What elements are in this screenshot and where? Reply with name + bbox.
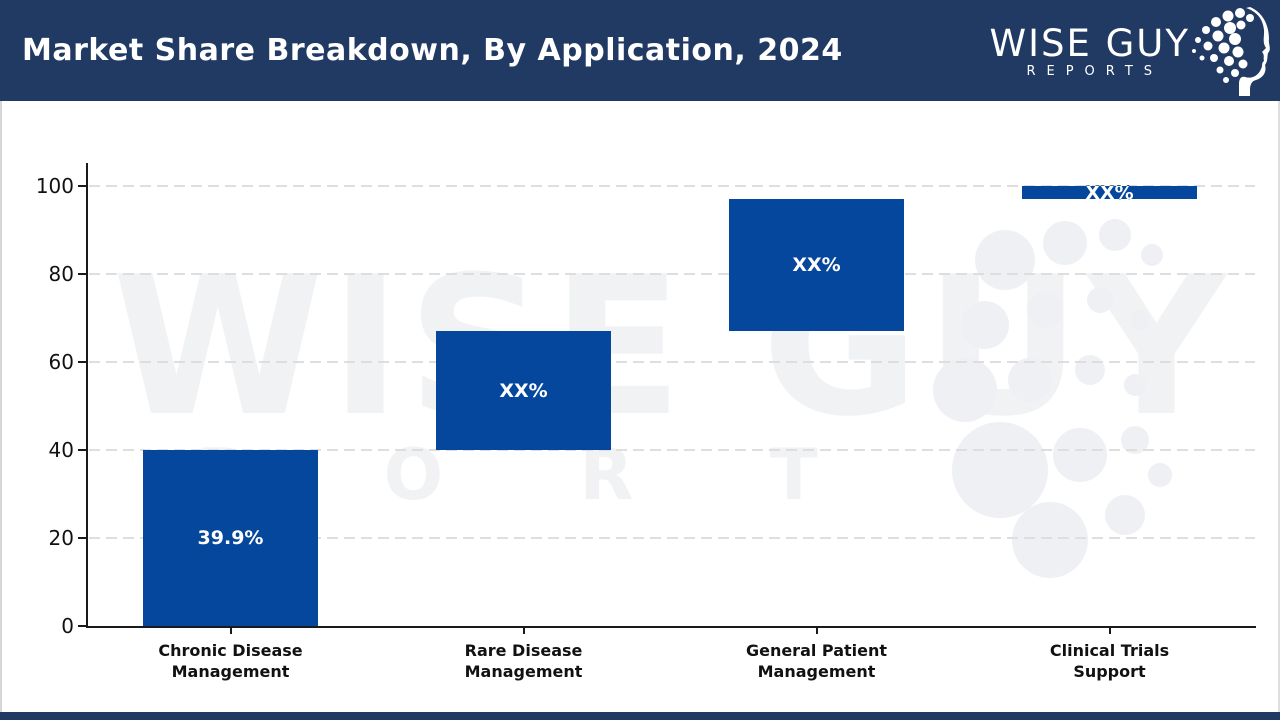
gridline-40: [89, 449, 1255, 451]
bar-segment: XX%: [729, 199, 904, 332]
y-tick-0: [78, 625, 86, 627]
page-title: Market Share Breakdown, By Application, …: [22, 33, 843, 68]
x-category-label-line: Support: [1073, 662, 1146, 681]
x-category-label-line: Clinical Trials: [1049, 641, 1170, 660]
gridline-80: [89, 273, 1255, 275]
x-axis-line: [86, 626, 1256, 628]
x-category-label-line: Chronic Disease: [158, 641, 303, 660]
y-axis-line: [86, 163, 88, 628]
y-tick-label-80: 80: [48, 262, 74, 286]
x-category-label: Chronic Disease Management: [101, 640, 361, 682]
x-category-label-line: Management: [757, 662, 876, 681]
x-category-label-line: Rare Disease: [464, 641, 583, 660]
header-bar: Market Share Breakdown, By Application, …: [0, 0, 1280, 101]
x-category-label: Clinical Trials Support: [980, 640, 1240, 682]
x-tick: [815, 628, 818, 634]
gridline-20: [89, 537, 1255, 539]
chart-canvas: [0, 101, 1280, 712]
logo-subtitle: REPORTS: [1026, 63, 1164, 79]
bar-segment: XX%: [1022, 186, 1197, 200]
gridline-100: [89, 185, 1255, 187]
bar-segment: XX%: [436, 331, 611, 450]
y-tick-label-0: 0: [61, 614, 74, 638]
y-tick-20: [78, 537, 86, 539]
x-tick: [229, 628, 232, 634]
bar-segment: 39.9%: [143, 450, 318, 626]
x-category-label-line: General Patient: [745, 641, 888, 660]
watermark-subtitle: P O R T S: [196, 434, 1061, 516]
y-tick-60: [78, 361, 86, 363]
y-tick-80: [78, 273, 86, 275]
x-tick: [1108, 628, 1111, 634]
y-tick-100: [78, 185, 86, 187]
x-category-label: General Patient Management: [687, 640, 947, 682]
bar-value-label: XX%: [1085, 186, 1134, 200]
x-category-label: Rare Disease Management: [394, 640, 654, 682]
bar-value-label: XX%: [792, 254, 841, 277]
gridline-60: [89, 361, 1255, 363]
x-category-label-line: Management: [171, 662, 290, 681]
logo-face-icon: [1192, 7, 1270, 96]
logo-wordmark: WISE GUY: [989, 21, 1190, 65]
y-tick-label-60: 60: [48, 350, 74, 374]
x-tick: [522, 628, 525, 634]
logo-text: WISE GUY REPORTS: [989, 21, 1190, 79]
footer-bar: [0, 712, 1280, 720]
y-tick-label-100: 100: [35, 174, 74, 198]
watermark-wordmark: WISE GUY: [112, 236, 1233, 459]
wise-guy-logo: WISE GUY REPORTS: [990, 6, 1270, 96]
x-category-label-line: Management: [464, 662, 583, 681]
y-tick-label-20: 20: [48, 526, 74, 550]
bar-value-label: 39.9%: [197, 527, 264, 549]
y-tick-label-40: 40: [48, 438, 74, 462]
watermark-face-icon: [933, 219, 1172, 578]
y-tick-40: [78, 449, 86, 451]
bar-value-label: XX%: [499, 379, 548, 402]
